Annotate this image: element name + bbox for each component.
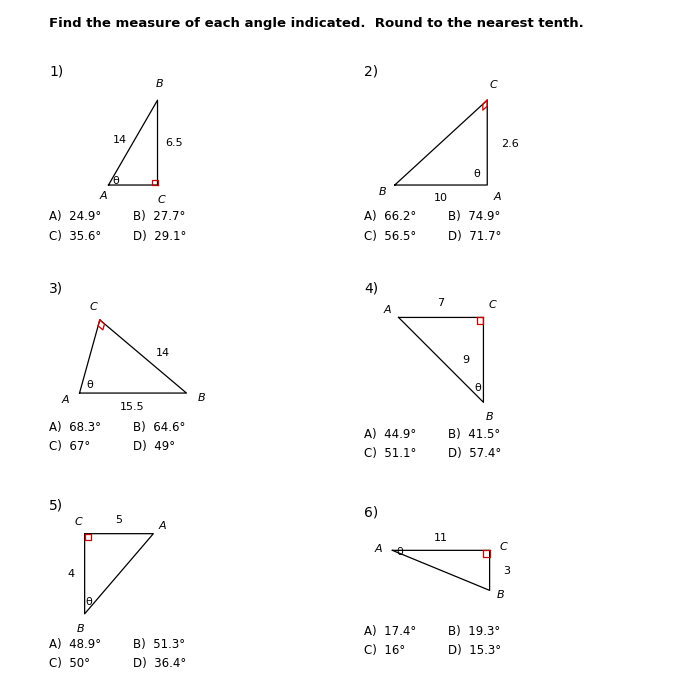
Text: 15.5: 15.5 — [120, 401, 145, 411]
Text: A)  66.2°: A) 66.2° — [364, 210, 416, 223]
Text: B)  27.7°: B) 27.7° — [133, 210, 186, 223]
Text: θ: θ — [473, 169, 480, 179]
Text: 7: 7 — [438, 298, 444, 308]
Text: C: C — [158, 195, 165, 205]
Text: 4): 4) — [364, 281, 378, 295]
Text: θ: θ — [113, 176, 120, 185]
Text: A: A — [62, 395, 69, 405]
Text: D)  29.1°: D) 29.1° — [133, 230, 186, 242]
Text: A: A — [384, 305, 391, 315]
Text: A)  24.9°: A) 24.9° — [49, 210, 102, 223]
Text: B)  19.3°: B) 19.3° — [448, 625, 500, 638]
Text: C)  50°: C) 50° — [49, 657, 90, 670]
Text: 3: 3 — [503, 566, 510, 576]
Text: 5): 5) — [49, 498, 63, 513]
Text: B: B — [155, 79, 163, 89]
Text: B: B — [77, 623, 85, 634]
Text: θ: θ — [87, 380, 93, 390]
Text: A)  68.3°: A) 68.3° — [49, 421, 101, 434]
Text: A)  17.4°: A) 17.4° — [364, 625, 416, 638]
Text: C: C — [489, 300, 496, 310]
Text: C: C — [90, 301, 97, 312]
Text: B)  41.5°: B) 41.5° — [448, 428, 500, 441]
Text: C: C — [74, 517, 82, 526]
Text: 14: 14 — [113, 134, 127, 145]
Text: B: B — [497, 591, 505, 600]
Text: C)  56.5°: C) 56.5° — [364, 230, 416, 242]
Text: C)  16°: C) 16° — [364, 644, 405, 657]
Text: A: A — [374, 544, 382, 554]
Text: D)  49°: D) 49° — [133, 440, 175, 453]
Text: 3): 3) — [49, 281, 63, 295]
Text: θ: θ — [474, 383, 481, 393]
Text: Find the measure of each angle indicated.  Round to the nearest tenth.: Find the measure of each angle indicated… — [49, 17, 584, 30]
Text: 11: 11 — [433, 533, 447, 543]
Text: 14: 14 — [156, 348, 170, 358]
Text: C)  67°: C) 67° — [49, 440, 90, 453]
Text: C: C — [490, 80, 498, 90]
Text: D)  36.4°: D) 36.4° — [133, 657, 186, 670]
Text: 1): 1) — [49, 64, 63, 78]
Text: C: C — [499, 543, 507, 552]
Text: 2): 2) — [364, 64, 378, 78]
Text: θ: θ — [396, 547, 402, 557]
Text: 6): 6) — [364, 505, 378, 519]
Text: C)  35.6°: C) 35.6° — [49, 230, 102, 242]
Text: 6.5: 6.5 — [165, 138, 183, 147]
Text: C)  51.1°: C) 51.1° — [364, 447, 416, 460]
Text: 5: 5 — [116, 515, 122, 525]
Text: D)  15.3°: D) 15.3° — [448, 644, 501, 657]
Text: D)  57.4°: D) 57.4° — [448, 447, 501, 460]
Text: A: A — [494, 191, 501, 202]
Text: B: B — [378, 187, 386, 197]
Text: B: B — [197, 393, 205, 403]
Text: B: B — [485, 412, 493, 422]
Text: 9: 9 — [462, 355, 469, 365]
Text: B)  64.6°: B) 64.6° — [133, 421, 186, 434]
Text: 2.6: 2.6 — [501, 139, 519, 149]
Text: B)  51.3°: B) 51.3° — [133, 638, 185, 651]
Text: A)  48.9°: A) 48.9° — [49, 638, 101, 651]
Text: 4: 4 — [67, 569, 74, 579]
Text: θ: θ — [85, 598, 92, 607]
Text: D)  71.7°: D) 71.7° — [448, 230, 501, 242]
Text: A)  44.9°: A) 44.9° — [364, 428, 416, 441]
Text: A: A — [99, 191, 106, 201]
Text: A: A — [158, 521, 166, 530]
Text: 10: 10 — [433, 193, 447, 203]
Text: B)  74.9°: B) 74.9° — [448, 210, 500, 223]
